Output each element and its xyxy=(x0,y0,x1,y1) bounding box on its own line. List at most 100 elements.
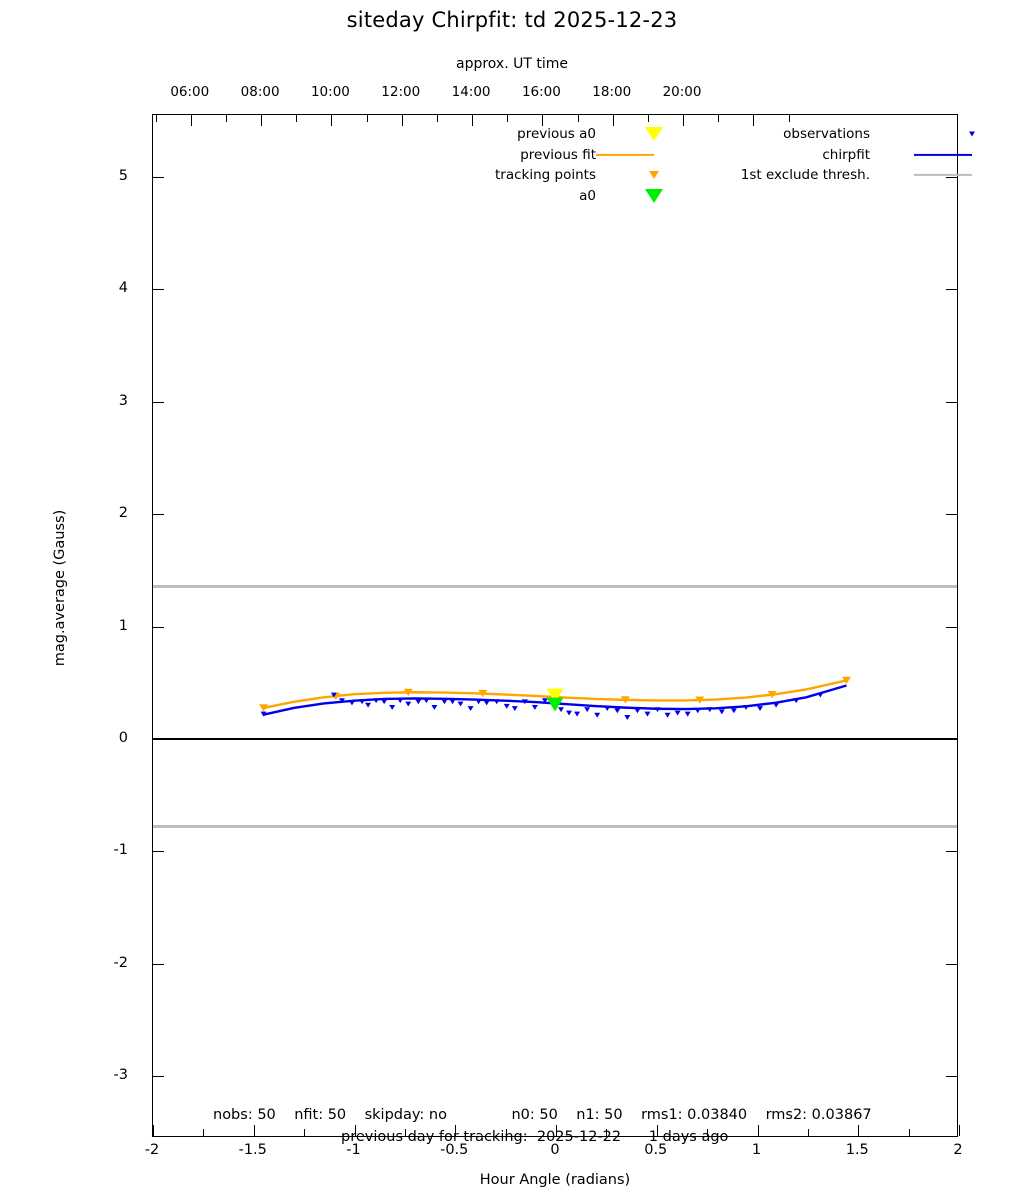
y-major-tick-right xyxy=(946,514,957,516)
y-major-tick-right xyxy=(946,851,957,853)
series-tracking-points xyxy=(259,676,851,712)
top-tick-label: 16:00 xyxy=(521,84,561,100)
y-tick-label: -3 xyxy=(113,1067,128,1084)
x-major-tick xyxy=(253,1125,255,1136)
top-minor-tick xyxy=(296,115,298,122)
y-tick-label: 4 xyxy=(118,280,128,297)
top-minor-tick xyxy=(436,115,438,122)
top-tick-label: 20:00 xyxy=(662,84,702,100)
data-point-marker xyxy=(674,710,681,716)
x-major-tick xyxy=(858,1125,860,1136)
data-point-marker xyxy=(654,707,661,713)
series-line xyxy=(263,679,847,710)
y-major-tick-right xyxy=(946,289,957,291)
x-major-tick xyxy=(455,1125,457,1136)
top-major-tick xyxy=(542,115,544,126)
y-major-tick-right xyxy=(946,1076,957,1078)
data-point-marker xyxy=(389,704,396,710)
data-point-marker xyxy=(467,706,474,711)
x-major-tick xyxy=(656,1125,658,1136)
top-major-tick xyxy=(472,115,474,126)
x-minor-tick xyxy=(505,1129,507,1136)
y-major-tick xyxy=(153,401,164,403)
data-point-marker xyxy=(584,707,591,713)
data-point-marker xyxy=(604,706,611,711)
data-point-marker xyxy=(373,698,380,704)
top-axis-tick-labels: 06:00 08:00 10:00 12:00 14:00 16:00 18:00 20:00 xyxy=(0,84,1024,102)
y-major-tick-right xyxy=(946,626,957,628)
top-major-tick xyxy=(753,115,755,126)
y-major-tick xyxy=(153,176,164,178)
x-axis-title: Hour Angle (radians) xyxy=(479,1172,631,1188)
data-point-marker xyxy=(531,704,538,710)
data-point-marker xyxy=(614,708,621,714)
data-point-marker xyxy=(338,698,345,704)
y-tick-label: -1 xyxy=(113,842,128,859)
plot-area: previous a0 previous fit tracking points a0… xyxy=(152,114,975,1145)
data-point-marker xyxy=(718,709,725,715)
exclude-thresh-upper xyxy=(153,584,957,588)
x-minor-tick xyxy=(606,1129,608,1136)
top-major-tick xyxy=(190,115,192,126)
y-major-tick xyxy=(153,851,164,853)
top-tick-label: 18:00 xyxy=(592,84,632,100)
x-major-tick xyxy=(959,1125,960,1136)
data-point-marker xyxy=(423,698,430,704)
top-major-tick xyxy=(331,115,333,126)
annotation-line-2: previous day for tracking: 2025-12-22 1 … xyxy=(341,1128,729,1145)
x-minor-tick xyxy=(707,1129,709,1136)
data-point-marker xyxy=(541,698,548,704)
y-axis-tick-labels: 5 4 3 2 1 0 -1 -2 -3 xyxy=(0,114,146,1137)
top-major-tick xyxy=(683,115,685,126)
series-previous-a0 xyxy=(546,688,564,703)
x-tick-label: -2 xyxy=(144,1142,160,1158)
legend-triangle-marker xyxy=(969,131,975,137)
top-tick-label: 08:00 xyxy=(240,84,280,100)
x-tick-label: -0.5 xyxy=(440,1142,469,1158)
page-title: siteday Chirpfit: td 2025-12-23 xyxy=(346,8,678,32)
x-major-tick xyxy=(153,1125,154,1136)
top-minor-tick xyxy=(577,115,579,122)
top-tick-label: 14:00 xyxy=(451,84,491,100)
x-tick-label: 0.5 xyxy=(644,1142,668,1158)
series-observations xyxy=(260,692,824,720)
x-major-tick xyxy=(354,1125,356,1136)
y-tick-label: 3 xyxy=(118,392,128,409)
y-major-tick xyxy=(153,1076,164,1078)
x-tick-label: 0 xyxy=(550,1142,560,1158)
top-minor-tick xyxy=(647,115,649,122)
data-point-marker xyxy=(365,702,372,708)
x-tick-label: -1.5 xyxy=(238,1142,267,1158)
data-point-marker xyxy=(431,704,438,710)
y-axis-title: mag.average (Gauss) xyxy=(52,509,68,667)
x-minor-tick xyxy=(908,1129,910,1136)
top-tick-label: 12:00 xyxy=(381,84,421,100)
data-series-layer xyxy=(259,676,851,720)
top-major-tick xyxy=(261,115,263,126)
y-tick-label: 2 xyxy=(118,505,128,522)
top-tick-label: 06:00 xyxy=(170,84,210,100)
top-minor-tick xyxy=(507,115,509,122)
data-point-marker xyxy=(757,706,764,711)
data-point-marker xyxy=(634,708,641,714)
x-minor-tick xyxy=(807,1129,809,1136)
data-point-marker xyxy=(457,701,464,707)
y-major-tick xyxy=(153,626,164,628)
data-point-marker xyxy=(405,701,412,707)
x-major-tick xyxy=(757,1125,759,1136)
data-point-marker xyxy=(511,706,518,711)
top-minor-tick xyxy=(718,115,720,122)
y-tick-label: 1 xyxy=(118,617,128,634)
annotation-line-1: nobs: 50 nfit: 50 skipday: no n0: 50 n1:… xyxy=(213,1106,872,1123)
data-point-marker xyxy=(773,702,780,708)
data-point-marker xyxy=(348,700,355,706)
data-point-marker xyxy=(793,698,800,704)
y-major-tick xyxy=(153,289,164,291)
data-point-marker xyxy=(546,697,564,712)
y-tick-label: 0 xyxy=(118,729,128,746)
y-major-tick-right xyxy=(946,963,957,965)
data-point-marker xyxy=(359,699,366,705)
x-tick-label: 2 xyxy=(953,1142,963,1158)
data-point-marker xyxy=(415,699,422,705)
